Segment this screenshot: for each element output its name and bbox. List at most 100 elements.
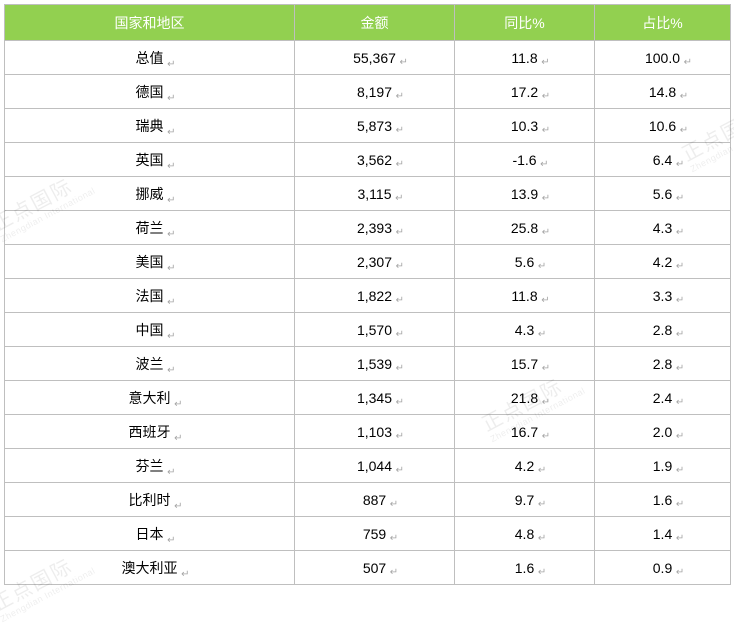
cell-value: 3,115↵ xyxy=(358,186,392,202)
cell-value: 1.4↵ xyxy=(653,526,672,542)
cell-amount: 759↵ xyxy=(295,517,455,551)
cell-value: 507↵ xyxy=(363,560,386,576)
cell-value: 5.6↵ xyxy=(653,186,672,202)
cell-value: 中国↵ xyxy=(136,320,164,340)
paragraph-mark-icon: ↵ xyxy=(396,397,404,408)
cell-region: 比利时↵ xyxy=(5,483,295,517)
paragraph-mark-icon: ↵ xyxy=(676,295,684,306)
table-row: 瑞典↵5,873↵10.3↵10.6↵ xyxy=(5,109,731,143)
cell-value: 10.3↵ xyxy=(511,118,538,134)
table-row: 西班牙↵1,103↵16.7↵2.0↵ xyxy=(5,415,731,449)
paragraph-mark-icon: ↵ xyxy=(167,263,175,274)
cell-share: 2.4↵ xyxy=(595,381,731,415)
paragraph-mark-icon: ↵ xyxy=(676,227,684,238)
paragraph-mark-icon: ↵ xyxy=(676,533,684,544)
cell-value: 1,822↵ xyxy=(357,288,392,304)
paragraph-mark-icon: ↵ xyxy=(396,295,404,306)
cell-yoy: 10.3↵ xyxy=(455,109,595,143)
paragraph-mark-icon: ↵ xyxy=(542,227,550,238)
cell-region: 日本↵ xyxy=(5,517,295,551)
paragraph-mark-icon: ↵ xyxy=(680,125,688,136)
cell-amount: 2,393↵ xyxy=(295,211,455,245)
cell-yoy: 5.6↵ xyxy=(455,245,595,279)
paragraph-mark-icon: ↵ xyxy=(167,365,175,376)
cell-region: 总值↵ xyxy=(5,41,295,75)
cell-amount: 1,570↵ xyxy=(295,313,455,347)
table-row: 荷兰↵2,393↵25.8↵ 4.3↵ xyxy=(5,211,731,245)
cell-yoy: 17.2↵ xyxy=(455,75,595,109)
paragraph-mark-icon: ↵ xyxy=(542,125,550,136)
cell-value: 100.0↵ xyxy=(645,50,680,66)
col-header-amount: 金额 xyxy=(295,5,455,41)
col-header-yoy: 同比% xyxy=(455,5,595,41)
paragraph-mark-icon: ↵ xyxy=(167,467,175,478)
cell-share: 100.0↵ xyxy=(595,41,731,75)
paragraph-mark-icon: ↵ xyxy=(396,431,404,442)
cell-region: 法国↵ xyxy=(5,279,295,313)
cell-value: 14.8↵ xyxy=(649,84,676,100)
paragraph-mark-icon: ↵ xyxy=(538,329,546,340)
table-header: 国家和地区 金额 同比% 占比% xyxy=(5,5,731,41)
table-body: 总值↵55,367↵11.8↵100.0↵德国↵8,197↵17.2↵14.8↵… xyxy=(5,41,731,585)
paragraph-mark-icon: ↵ xyxy=(396,159,404,170)
paragraph-mark-icon: ↵ xyxy=(181,569,189,580)
cell-value: 2.4↵ xyxy=(653,390,672,406)
cell-value: 4.2↵ xyxy=(653,254,672,270)
table-row: 总值↵55,367↵11.8↵100.0↵ xyxy=(5,41,731,75)
cell-share: 5.6↵ xyxy=(595,177,731,211)
cell-region: 荷兰↵ xyxy=(5,211,295,245)
cell-value: 1.9↵ xyxy=(653,458,672,474)
cell-value: 西班牙↵ xyxy=(129,422,171,442)
cell-value: 1,570↵ xyxy=(357,322,392,338)
cell-value: 8,197↵ xyxy=(357,84,392,100)
cell-value: 0.9↵ xyxy=(653,560,672,576)
cell-value: 4.3↵ xyxy=(515,322,534,338)
paragraph-mark-icon: ↵ xyxy=(676,363,684,374)
data-table: 国家和地区 金额 同比% 占比% 总值↵55,367↵11.8↵100.0↵德国… xyxy=(4,4,731,585)
cell-amount: 1,539↵ xyxy=(295,347,455,381)
cell-yoy: 25.8↵ xyxy=(455,211,595,245)
paragraph-mark-icon: ↵ xyxy=(676,329,684,340)
cell-yoy: 16.7↵ xyxy=(455,415,595,449)
cell-value: 1.6↵ xyxy=(515,560,534,576)
table-row: 日本↵759↵4.8↵1.4↵ xyxy=(5,517,731,551)
cell-value: 13.9↵ xyxy=(511,186,538,202)
cell-value: 4.3↵ xyxy=(653,220,672,236)
cell-value: 波兰↵ xyxy=(136,354,164,374)
paragraph-mark-icon: ↵ xyxy=(538,499,546,510)
cell-value: 55,367↵ xyxy=(353,50,396,66)
paragraph-mark-icon: ↵ xyxy=(540,159,548,170)
paragraph-mark-icon: ↵ xyxy=(538,465,546,476)
paragraph-mark-icon: ↵ xyxy=(174,433,182,444)
paragraph-mark-icon: ↵ xyxy=(174,501,182,512)
paragraph-mark-icon: ↵ xyxy=(400,57,408,68)
cell-yoy: 9.7↵ xyxy=(455,483,595,517)
cell-amount: 8,197↵ xyxy=(295,75,455,109)
cell-value: 2.0↵ xyxy=(653,424,672,440)
col-header-region: 国家和地区 xyxy=(5,5,295,41)
cell-share: 10.6↵ xyxy=(595,109,731,143)
cell-value: 1.6↵ xyxy=(653,492,672,508)
paragraph-mark-icon: ↵ xyxy=(167,229,175,240)
paragraph-mark-icon: ↵ xyxy=(167,161,175,172)
paragraph-mark-icon: ↵ xyxy=(538,533,546,544)
table-row: 芬兰↵1,044↵4.2↵1.9↵ xyxy=(5,449,731,483)
cell-region: 澳大利亚↵ xyxy=(5,551,295,585)
cell-amount: 2,307↵ xyxy=(295,245,455,279)
cell-value: -1.6↵ xyxy=(512,152,536,168)
cell-value: 挪威↵ xyxy=(136,184,164,204)
cell-value: 2.8↵ xyxy=(653,322,672,338)
cell-value: 3,562↵ xyxy=(357,152,392,168)
cell-value: 法国↵ xyxy=(136,286,164,306)
cell-value: 1,345↵ xyxy=(357,390,392,406)
cell-value: 9.7↵ xyxy=(515,492,534,508)
cell-share: 1.9↵ xyxy=(595,449,731,483)
table-row: 中国↵ 1,570↵ 4.3↵ 2.8↵ xyxy=(5,313,731,347)
paragraph-mark-icon: ↵ xyxy=(396,227,404,238)
paragraph-mark-icon: ↵ xyxy=(684,57,692,68)
table-row: 美国↵2,307↵5.6↵4.2↵ xyxy=(5,245,731,279)
cell-region: 波兰↵ xyxy=(5,347,295,381)
paragraph-mark-icon: ↵ xyxy=(167,297,175,308)
paragraph-mark-icon: ↵ xyxy=(390,533,398,544)
cell-amount: 5,873↵ xyxy=(295,109,455,143)
